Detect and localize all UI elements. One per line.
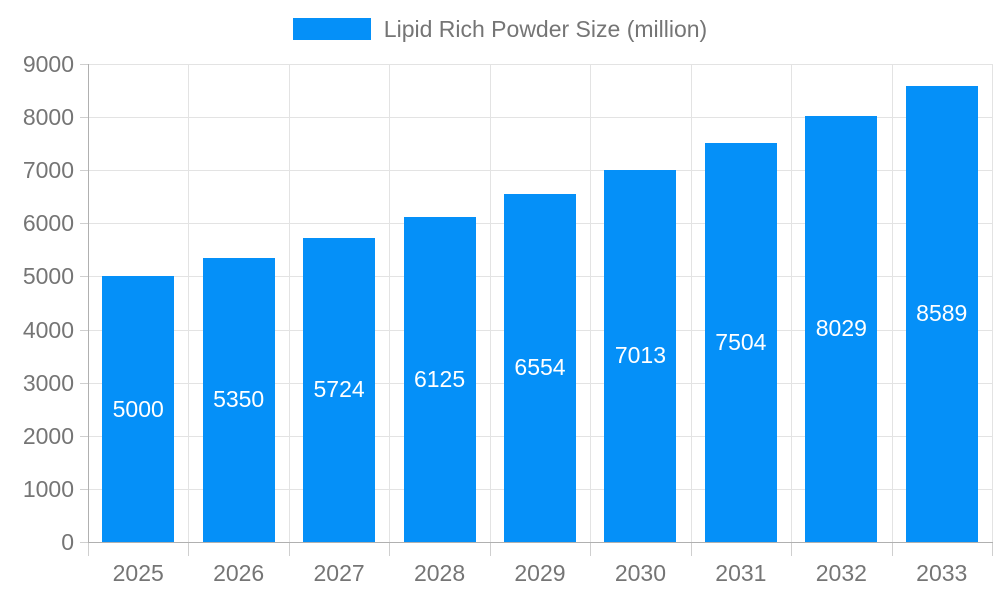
- y-axis-tick: [80, 435, 88, 437]
- x-tick-label: 2030: [614, 560, 667, 586]
- gridline-horizontal: [88, 64, 992, 65]
- x-axis-tick: [690, 542, 692, 556]
- gridline-vertical: [891, 64, 893, 542]
- x-tick-label: 2033: [916, 560, 968, 586]
- x-axis-tick: [389, 542, 391, 556]
- bar-value-label: 7504: [715, 329, 767, 356]
- y-axis-tick: [80, 382, 88, 384]
- bar[interactable]: 7504: [704, 143, 777, 542]
- x-axis-tick: [489, 542, 491, 556]
- x-axis-tick: [992, 542, 993, 556]
- bar[interactable]: 7013: [604, 169, 677, 542]
- x-axis-tick: [590, 542, 592, 556]
- x-tick-label: 2028: [413, 560, 466, 586]
- x-axis-tick: [88, 542, 89, 556]
- gridline-vertical: [590, 64, 592, 542]
- bar-value-label: 8029: [815, 315, 867, 342]
- gridline-horizontal: [88, 170, 992, 172]
- y-axis-tick: [80, 117, 88, 119]
- y-tick-label: 6000: [22, 210, 74, 237]
- bar[interactable]: 6554: [504, 193, 576, 542]
- y-tick-label: 9000: [22, 51, 74, 77]
- x-tick-label: 2025: [112, 560, 164, 586]
- y-axis-tick: [80, 329, 88, 331]
- y-tick-label: 1000: [22, 475, 74, 502]
- gridline-vertical: [489, 64, 491, 542]
- y-tick-label: 5000: [22, 263, 74, 290]
- x-tick-label: 2026: [213, 560, 265, 586]
- bar-value-label: 6125: [413, 365, 466, 392]
- bar[interactable]: 8589: [905, 85, 978, 542]
- gridline-vertical: [188, 64, 190, 542]
- y-tick-label: 8000: [22, 104, 74, 131]
- y-axis-tick: [80, 170, 88, 172]
- bar-value-label: 5350: [213, 386, 265, 413]
- y-tick-label: 7000: [22, 157, 74, 184]
- y-axis-line: [88, 64, 89, 542]
- x-tick-label: 2027: [313, 560, 365, 586]
- gridline-vertical: [690, 64, 692, 542]
- gridline-vertical: [791, 64, 793, 542]
- bar-value-label: 5724: [313, 376, 365, 403]
- y-axis-tick: [80, 542, 88, 543]
- legend-swatch-icon: [292, 18, 371, 40]
- y-axis-tick: [80, 276, 88, 278]
- gridline-vertical: [389, 64, 391, 542]
- y-tick-label: 4000: [22, 316, 74, 343]
- gridline-horizontal: [88, 117, 992, 119]
- bar-value-label: 8589: [916, 300, 968, 327]
- y-tick-label: 2000: [22, 422, 74, 449]
- legend-label: Lipid Rich Powder Size (million): [383, 16, 708, 42]
- x-tick-label: 2029: [514, 560, 566, 586]
- gridline-vertical: [992, 64, 993, 542]
- y-axis-tick: [80, 223, 88, 225]
- bar[interactable]: 5724: [303, 237, 376, 542]
- y-axis-tick: [80, 488, 88, 490]
- y-tick-label: 3000: [22, 369, 74, 396]
- x-axis-tick: [791, 542, 793, 556]
- legend[interactable]: Lipid Rich Powder Size (million): [0, 17, 1000, 41]
- y-axis-tick: [80, 64, 88, 65]
- x-axis-tick: [188, 542, 190, 556]
- x-axis-tick: [288, 542, 290, 556]
- y-tick-label: 0: [61, 529, 74, 555]
- bar[interactable]: 5350: [202, 257, 275, 542]
- x-axis-tick: [891, 542, 893, 556]
- bar[interactable]: 8029: [805, 115, 878, 542]
- x-axis-line: [88, 542, 993, 543]
- bar[interactable]: 5000: [102, 276, 175, 542]
- bar[interactable]: 6125: [403, 216, 476, 542]
- gridline-vertical: [288, 64, 290, 542]
- bar-value-label: 5000: [112, 395, 164, 422]
- x-tick-label: 2032: [815, 560, 867, 586]
- bar-value-label: 6554: [514, 354, 566, 381]
- bar-value-label: 7013: [614, 342, 667, 369]
- x-tick-label: 2031: [715, 560, 767, 586]
